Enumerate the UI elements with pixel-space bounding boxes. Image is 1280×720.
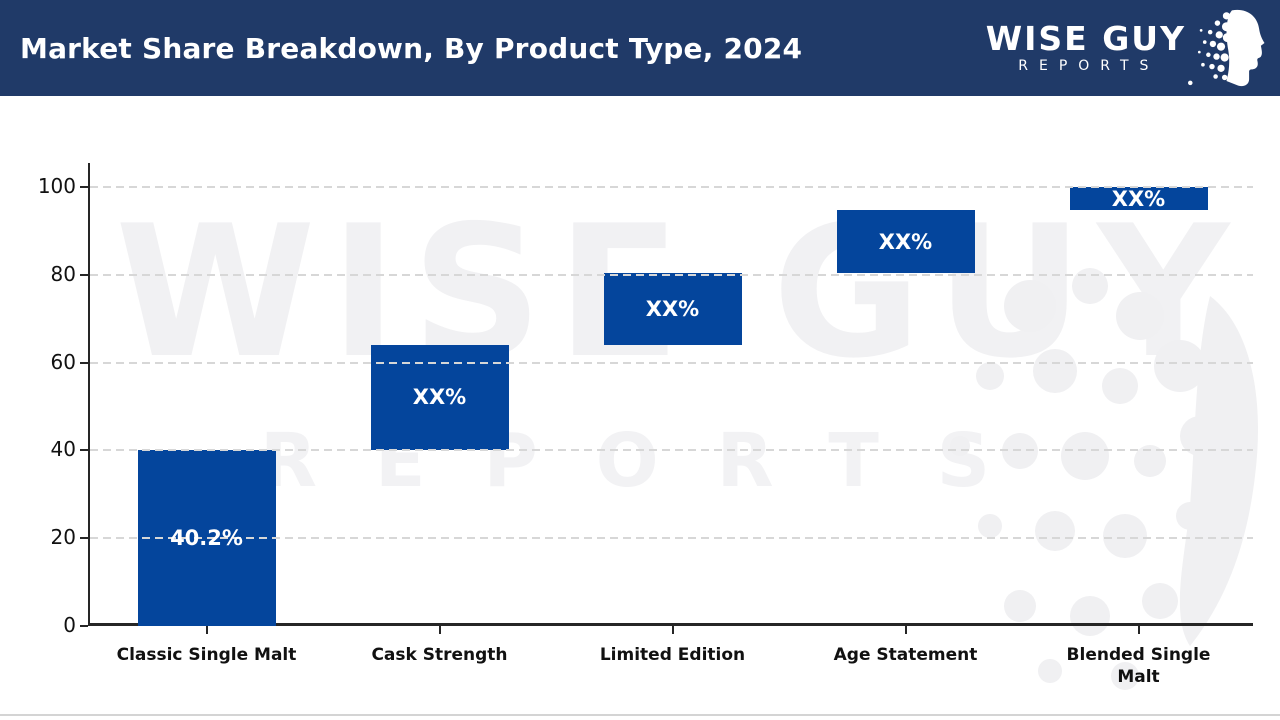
y-axis-tick <box>80 449 88 452</box>
header: Market Share Breakdown, By Product Type,… <box>0 0 1280 96</box>
waterfall-bar <box>603 273 742 346</box>
y-tick-label: 80 <box>50 261 76 286</box>
y-axis-tick <box>80 186 88 189</box>
x-category-label: Classic Single Malt <box>116 645 297 665</box>
x-axis-tick <box>205 626 208 634</box>
bar-value-label: 40.2% <box>170 525 243 550</box>
y-tick-label: 40 <box>50 437 76 462</box>
y-axis-tick <box>80 361 88 364</box>
gridline <box>90 273 1253 276</box>
gridline <box>90 537 1253 540</box>
logo-text: WISE GUY REPORTS <box>985 18 1186 75</box>
y-axis-tick <box>80 625 88 627</box>
logo-brand-subtitle: REPORTS <box>1018 58 1160 75</box>
bar-value-label: XX% <box>1111 186 1166 211</box>
x-category-label: Cask Strength <box>371 645 508 665</box>
y-axis-tick <box>80 537 88 540</box>
waterfall-bar <box>1069 187 1208 210</box>
y-axis-tick <box>80 273 88 276</box>
gridline <box>90 361 1253 364</box>
x-category-label: Blended Single Malt <box>1066 645 1211 688</box>
x-axis-tick <box>1137 626 1140 634</box>
wise-guy-logo: WISE GUY REPORTS <box>986 5 1280 91</box>
gridline <box>90 186 1253 189</box>
y-tick-label: 100 <box>37 174 76 199</box>
page-title: Market Share Breakdown, By Product Type,… <box>20 31 803 65</box>
x-category-label: Limited Edition <box>599 645 746 665</box>
x-category-label: Age Statement <box>833 645 978 665</box>
bar-value-label: XX% <box>412 385 467 410</box>
footer-divider <box>0 714 1280 716</box>
face-profile-dots-icon <box>1188 9 1265 87</box>
plot-area: 0 20 40 60 80 100 40.2% Classic Single Malt XX% C… <box>38 163 1253 687</box>
x-axis-tick <box>904 626 907 634</box>
y-tick-label: 20 <box>50 525 76 550</box>
y-tick-label: 60 <box>50 349 76 374</box>
bar-value-label: XX% <box>878 229 933 254</box>
x-axis-tick <box>438 626 441 634</box>
watermark-face-dots <box>950 268 1258 690</box>
chart-region: WISE GUY REPORTS 0 20 40 60 80 100 40.2% Classi… <box>0 96 1280 720</box>
bar-value-label: XX% <box>645 297 700 322</box>
gridline <box>90 449 1253 452</box>
y-tick-label: 0 <box>63 613 76 637</box>
x-axis-tick <box>671 626 674 634</box>
logo-brand-name: WISE GUY <box>985 18 1186 58</box>
waterfall-bar <box>836 209 975 274</box>
